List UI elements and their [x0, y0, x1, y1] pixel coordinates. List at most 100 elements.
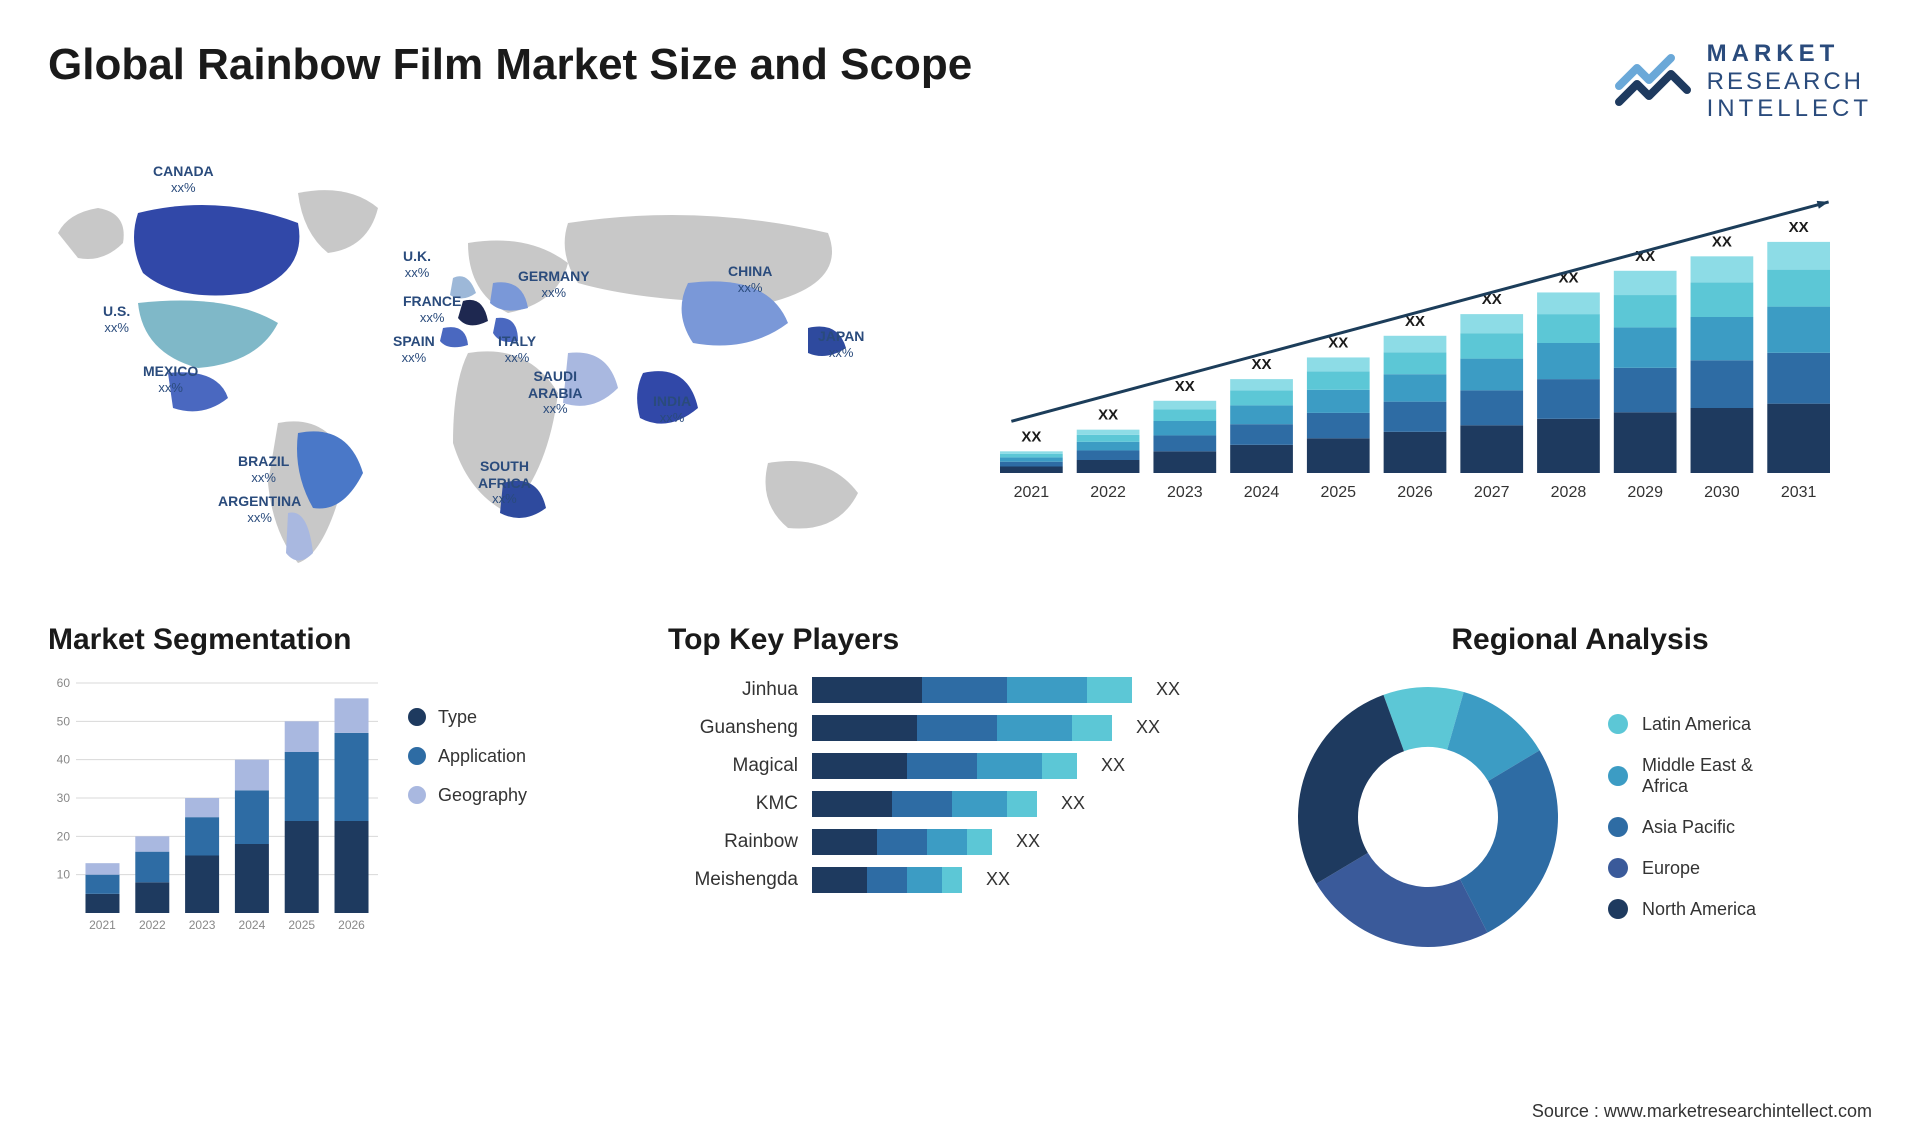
player-name: KMC — [668, 793, 798, 815]
region-legend-label: Middle East &Africa — [1642, 755, 1753, 797]
growth-bar-label: XX — [1328, 334, 1348, 351]
growth-bar-label: XX — [1021, 428, 1041, 445]
growth-bar-label: XX — [1098, 406, 1118, 423]
legend-dot-icon — [1608, 899, 1628, 919]
region-legend-label: Latin America — [1642, 714, 1751, 735]
page-title: Global Rainbow Film Market Size and Scop… — [48, 40, 972, 90]
map-label-france: FRANCExx% — [403, 293, 461, 325]
growth-year-label: 2031 — [1781, 484, 1817, 501]
bottom-row: Market Segmentation 10203040506020212022… — [48, 623, 1872, 957]
region-legend-label: Europe — [1642, 858, 1700, 879]
player-value: XX — [1156, 679, 1180, 700]
brand-logo: MARKET RESEARCH INTELLECT — [1615, 40, 1872, 123]
seg-legend-label: Type — [438, 707, 477, 728]
growth-bar-seg — [1691, 360, 1754, 408]
growth-bar-label: XX — [1712, 233, 1732, 250]
player-name: Jinhua — [668, 679, 798, 701]
players-body: JinhuaXXGuanshengXXMagicalXXKMCXXRainbow… — [668, 677, 1228, 893]
seg-bar-seg — [185, 817, 219, 855]
growth-bar-seg — [1537, 314, 1600, 343]
player-bar-seg — [812, 829, 877, 855]
seg-ytick: 30 — [57, 791, 71, 805]
player-row: MagicalXX — [668, 753, 1228, 779]
player-bar — [812, 677, 1132, 703]
seg-year-label: 2021 — [89, 918, 116, 932]
growth-bar-seg — [1384, 432, 1447, 473]
donut-slice — [1460, 750, 1558, 932]
player-bar-seg — [927, 829, 967, 855]
growth-year-label: 2029 — [1627, 484, 1663, 501]
growth-year-label: 2022 — [1090, 484, 1126, 501]
player-row: Jinhua XX — [668, 677, 1228, 703]
map-label-canada: CANADAxx% — [153, 163, 214, 195]
growth-bar-seg — [1307, 357, 1370, 371]
growth-bar-seg — [1614, 295, 1677, 327]
player-bar-seg — [952, 791, 1007, 817]
seg-bar-seg — [285, 721, 319, 752]
seg-ytick: 20 — [57, 829, 71, 843]
map-label-u-k-: U.K.xx% — [403, 248, 431, 280]
seg-year-label: 2024 — [239, 918, 266, 932]
player-bar — [812, 791, 1037, 817]
growth-bar-seg — [1460, 358, 1523, 390]
growth-bar-seg — [1384, 374, 1447, 401]
growth-bar-seg — [1000, 457, 1063, 461]
region-legend-item: Middle East &Africa — [1608, 755, 1756, 797]
player-value: XX — [986, 869, 1010, 890]
growth-bar-seg — [1614, 412, 1677, 473]
regional-donut-svg — [1288, 677, 1568, 957]
region-legend-item: North America — [1608, 899, 1756, 920]
header: Global Rainbow Film Market Size and Scop… — [48, 40, 1872, 123]
seg-year-label: 2026 — [338, 918, 365, 932]
player-bar-seg — [1042, 753, 1077, 779]
growth-bar-seg — [1077, 442, 1140, 451]
growth-bar-seg — [1153, 401, 1216, 410]
growth-bar-seg — [1153, 451, 1216, 473]
map-label-argentina: ARGENTINAxx% — [218, 493, 301, 525]
player-name: Meishengda — [668, 869, 798, 891]
legend-dot-icon — [1608, 858, 1628, 878]
player-bar-seg — [967, 829, 992, 855]
seg-bar-seg — [135, 836, 169, 851]
growth-bar-seg — [1384, 352, 1447, 374]
growth-trend-arrowhead — [1817, 201, 1829, 209]
player-bar-seg — [1087, 677, 1132, 703]
logo-line-2: RESEARCH — [1707, 68, 1872, 96]
growth-bar-seg — [1230, 424, 1293, 445]
player-bar-seg — [877, 829, 927, 855]
player-bar-seg — [917, 715, 997, 741]
player-row: RainbowXX — [668, 829, 1228, 855]
map-label-germany: GERMANYxx% — [518, 268, 590, 300]
seg-bar-seg — [285, 821, 319, 913]
player-bar-seg — [942, 867, 962, 893]
growth-bar-seg — [1230, 390, 1293, 405]
growth-bar-seg — [1691, 256, 1754, 282]
seg-bar-seg — [335, 733, 369, 821]
growth-bar-label: XX — [1789, 219, 1809, 236]
growth-bar-seg — [1000, 466, 1063, 473]
top-row: CANADAxx%U.S.xx%MEXICOxx%BRAZILxx%ARGENT… — [48, 153, 1872, 573]
regional-body: Latin AmericaMiddle East &AfricaAsia Pac… — [1288, 677, 1872, 957]
seg-legend-item: Type — [408, 707, 527, 728]
growth-bar-seg — [1230, 405, 1293, 424]
map-label-u-s-: U.S.xx% — [103, 303, 130, 335]
growth-bar-seg — [1000, 454, 1063, 457]
growth-bar-seg — [1307, 438, 1370, 473]
growth-year-label: 2027 — [1474, 484, 1510, 501]
growth-bar-seg — [1767, 269, 1830, 306]
growth-bar-label: XX — [1175, 378, 1195, 395]
growth-bar-seg — [1537, 379, 1600, 419]
map-label-brazil: BRAZILxx% — [238, 453, 289, 485]
player-bar-seg — [997, 715, 1072, 741]
seg-legend-item: Geography — [408, 785, 527, 806]
seg-bar-seg — [185, 855, 219, 913]
seg-ytick: 10 — [57, 867, 71, 881]
legend-dot-icon — [408, 708, 426, 726]
seg-bar-seg — [235, 759, 269, 790]
growth-bar-seg — [1537, 343, 1600, 379]
growth-bar-seg — [1537, 292, 1600, 314]
map-label-saudi-arabia: SAUDIARABIAxx% — [528, 368, 582, 417]
segmentation-title: Market Segmentation — [48, 623, 608, 657]
map-label-china: CHINAxx% — [728, 263, 772, 295]
player-value: XX — [1101, 755, 1125, 776]
